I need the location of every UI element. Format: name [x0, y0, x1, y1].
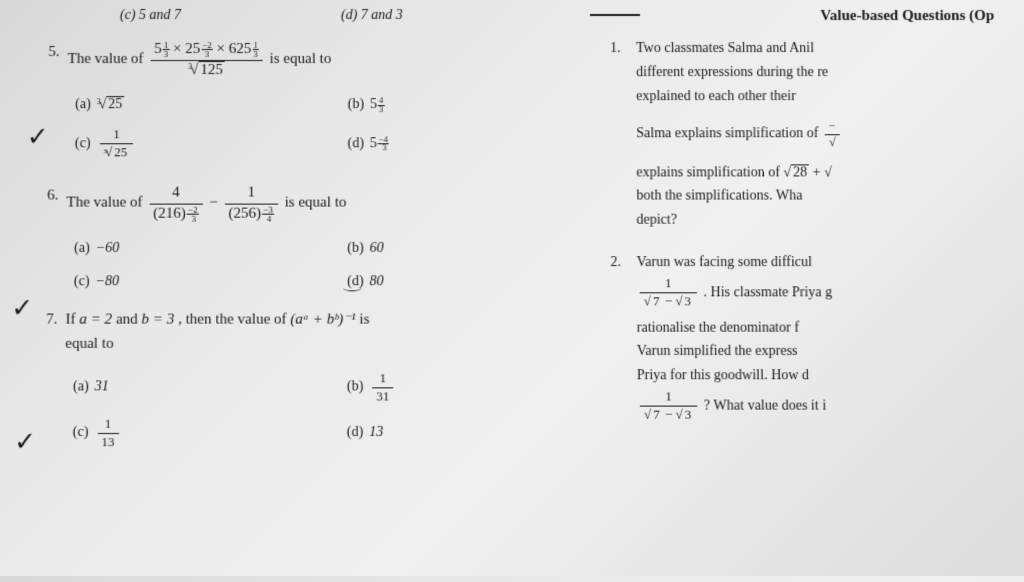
- rq2-line5: Priya for this goodwill. How d: [637, 364, 997, 388]
- rq2-line3: rationalise the denominator f: [637, 316, 997, 340]
- q7-option-b: (b) 131: [347, 370, 591, 405]
- rq1-line5b: both the simplifications. Wha: [636, 185, 995, 209]
- q5-suffix: is equal to: [270, 51, 332, 67]
- q7-options: (a) 31 (b) 131 (c) 113 (d) 13: [73, 370, 591, 451]
- q5-body: The value of 513 × 25−23 × 62513 3√125 i…: [67, 40, 590, 162]
- q5-fraction: 513 × 25−23 × 62513 3√125: [150, 40, 263, 80]
- q6-prefix: The value of: [66, 195, 142, 211]
- q7-option-c: (c) 113: [73, 415, 317, 450]
- q5-option-a: (a) 3√25: [75, 94, 318, 116]
- q6-frac2: 1 (256)−3 4: [224, 184, 277, 224]
- section-heading: Value-based Questions (Op: [610, 8, 994, 25]
- right-q2: 2. Varun was facing some difficul 1 √7 −…: [610, 251, 997, 424]
- remnant-opt-d: (d) 7 and 3: [341, 8, 403, 24]
- q5-option-b: (b) 543: [348, 94, 590, 116]
- rq1-line5c: depict?: [636, 209, 996, 233]
- checkmark-icon: ✓: [14, 421, 36, 463]
- q7-option-d: (d) 13: [347, 415, 591, 450]
- q5-option-d: (d) 5−4 3: [348, 127, 591, 162]
- checkmark-icon: ✓: [11, 287, 33, 329]
- q7-a-eq: a = 2: [79, 311, 112, 327]
- rq2-line2: 1 √7 − √3 . His classmate Priya g: [637, 275, 997, 310]
- right-q1: 1. Two classmates Salma and Anil differe…: [610, 37, 996, 233]
- question-6: 6. ✓ The value of 4 (216)−2 3 − 1 (256)−…: [28, 184, 591, 294]
- q5-option-c: (c) 1 3√25: [75, 127, 318, 162]
- rq2-line6: 1 √7 − √3 ? What value does it i: [637, 388, 998, 423]
- q7-option-a: (a) 31: [73, 370, 317, 405]
- rq1-line4: Salma explains simplification of −√: [636, 119, 995, 151]
- rq1-line2: different expressions during the re: [636, 61, 995, 85]
- q7-line2: equal to: [65, 336, 113, 352]
- q7-b-eq: b = 3: [141, 311, 174, 327]
- q6-option-d: (d) 80: [347, 271, 590, 294]
- q6-options: (a) −60 (b) 60 (c) −80 (d) 80: [74, 238, 591, 293]
- checkmark-icon: ✓: [27, 116, 49, 158]
- circle-mark-icon: [343, 285, 361, 291]
- q6-suffix: is equal to: [285, 195, 347, 211]
- q6-number: 6.: [28, 184, 59, 294]
- rq2-line1: Varun was facing some difficul: [637, 251, 997, 275]
- q6-option-c: (c) −80: [74, 271, 317, 294]
- question-7: 7. If a = 2 and b = 3 , then the value o…: [26, 307, 590, 450]
- left-column: (c) 5 and 7 (d) 7 and 3 5. The value of …: [26, 8, 590, 451]
- question-5: 5. The value of 513 × 25−23 × 62513 3√12…: [29, 40, 591, 162]
- rq1-line3: explained to each other their: [636, 85, 995, 109]
- heading-dash: [590, 14, 640, 15]
- q6-option-a: (a) −60: [74, 238, 317, 261]
- top-remnant-options: (c) 5 and 7 (d) 7 and 3: [30, 8, 590, 24]
- q5-prefix: The value of: [67, 51, 143, 67]
- page-container: (c) 5 and 7 (d) 7 and 3 5. The value of …: [0, 0, 1024, 459]
- remnant-opt-c: (c) 5 and 7: [120, 8, 181, 24]
- rq2-line4: Varun simplified the express: [637, 340, 997, 364]
- rq1-line5a: explains simplification of √28 + √: [636, 161, 995, 185]
- q7-body: If a = 2 and b = 3 , then the value of (…: [65, 307, 591, 450]
- right-column: Value-based Questions (Op 1. Two classma…: [610, 8, 998, 451]
- q6-frac1: 4 (216)−2 3: [149, 184, 203, 224]
- q7-expr: (aᵃ + bᵇ)⁻¹: [290, 311, 355, 327]
- q5-options: (a) 3√25 (b) 543 (c) 1 3√25: [75, 94, 590, 161]
- q6-body: ✓ The value of 4 (216)−2 3 − 1 (256)−3 4…: [66, 184, 591, 294]
- rq1-line1: Two classmates Salma and Anil: [636, 37, 994, 61]
- q6-option-b: (b) 60: [347, 238, 590, 261]
